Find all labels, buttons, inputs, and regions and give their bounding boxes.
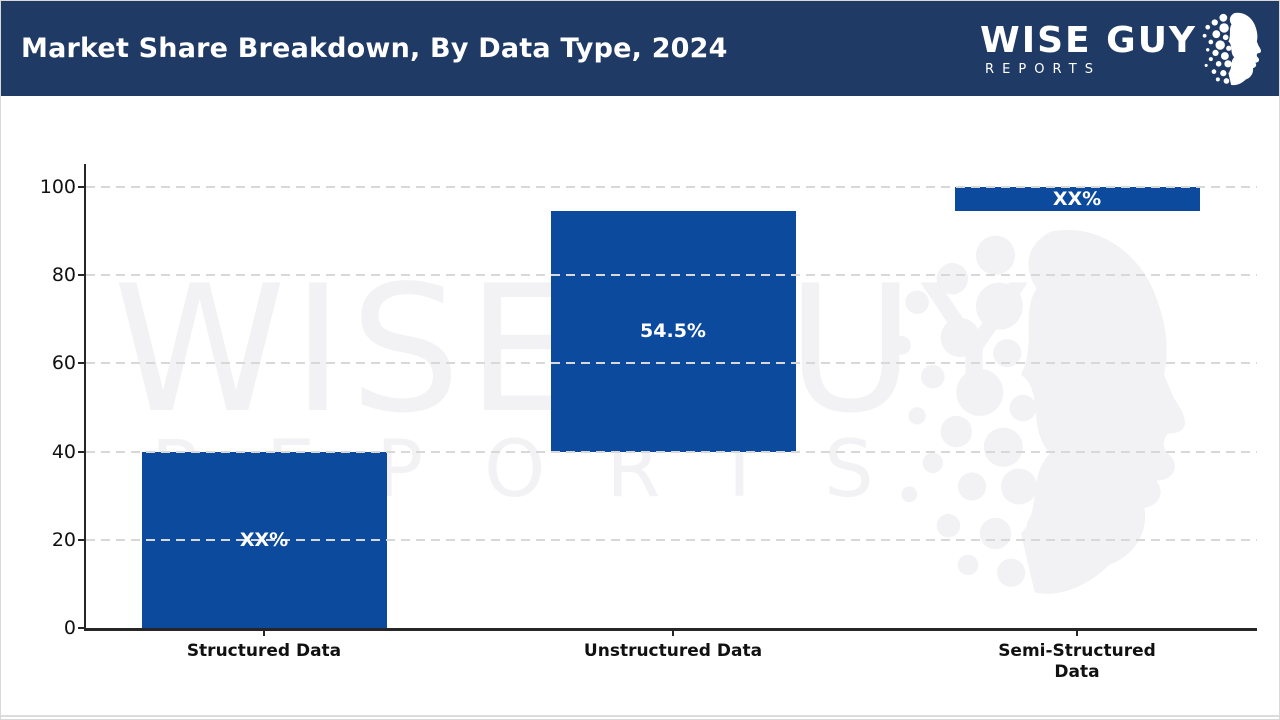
x-axis-line [84, 628, 1257, 631]
y-tick-label-20: 20 [51, 528, 76, 551]
y-tick-label-80: 80 [51, 264, 76, 287]
page-title: Market Share Breakdown, By Data Type, 20… [21, 33, 728, 64]
y-tick-label-40: 40 [51, 440, 76, 463]
y-tick-label-0: 0 [63, 617, 76, 639]
x-axis-label-semi-structured-data: Semi-Structured Data [998, 641, 1156, 683]
x-tick-structured-data [263, 628, 265, 636]
bar-unstructured-data [550, 211, 796, 452]
x-tick-unstructured-data [672, 628, 674, 636]
x-tick-semi-structured-data [1076, 628, 1078, 636]
bottom-divider [1, 715, 1279, 717]
y-tick-100 [78, 186, 86, 188]
y-axis-line [84, 164, 86, 630]
x-axis-label-structured-data: Structured Data [186, 641, 342, 661]
wise-guy-reports-logo: WISE GUY REPORTS [980, 9, 1267, 89]
bar-value-label-structured-data: XX% [239, 528, 289, 551]
y-tick-20 [78, 538, 86, 541]
logo-wordmark: WISE GUY [979, 19, 1197, 61]
x-axis-label-unstructured-data: Unstructured Data [583, 641, 763, 661]
logo-subtext: REPORTS [984, 61, 1102, 77]
bar-semi-structured-data [954, 187, 1200, 212]
y-tick-60 [78, 362, 86, 365]
gridline-80 [86, 274, 1257, 277]
header-bar: Market Share Breakdown, By Data Type, 20… [1, 1, 1279, 96]
y-tick-0 [78, 627, 86, 629]
logo-text: WISE GUY REPORTS [979, 19, 1197, 77]
y-tick-label-100: 100 [39, 176, 76, 198]
y-tick-label-60: 60 [51, 352, 76, 375]
y-tick-80 [78, 274, 86, 277]
bar-value-label-unstructured-data: 54.5% [640, 320, 706, 343]
gridline-100 [86, 186, 1257, 188]
y-tick-40 [78, 450, 86, 453]
bar-value-label-semi-structured-data: XX% [1052, 188, 1102, 211]
gridline-60 [86, 362, 1257, 365]
gridline-40 [86, 450, 1257, 453]
gridline-20 [86, 538, 1257, 541]
